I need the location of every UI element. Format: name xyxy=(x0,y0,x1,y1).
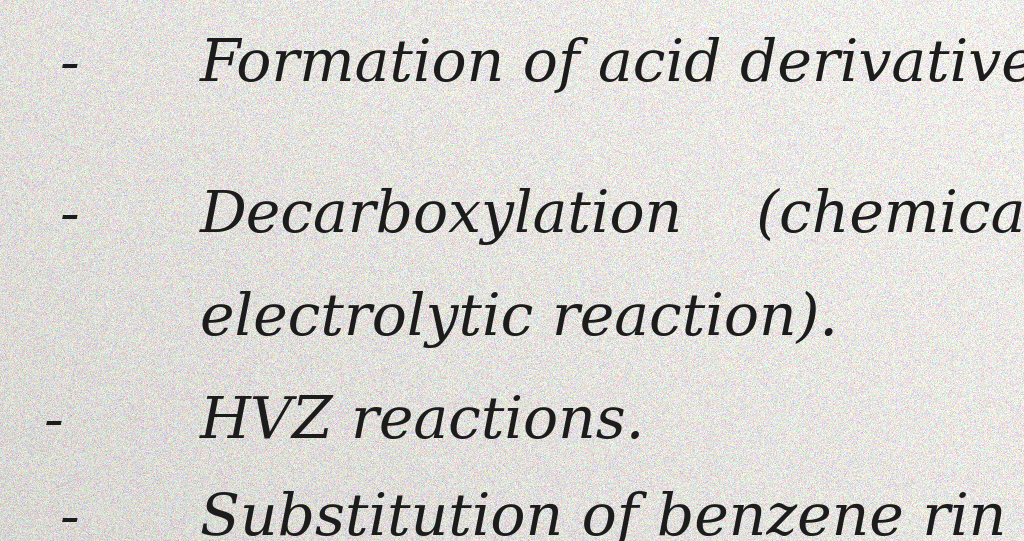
Text: HVZ reactions.: HVZ reactions. xyxy=(200,394,645,450)
Text: Substitution of benzene rin: Substitution of benzene rin xyxy=(200,491,1006,541)
Text: -: - xyxy=(43,394,63,450)
Text: -: - xyxy=(59,491,80,541)
Text: -: - xyxy=(59,37,80,93)
Text: Formation of acid derivative: Formation of acid derivative xyxy=(200,37,1024,93)
Text: -: - xyxy=(59,188,80,245)
Text: electrolytic reaction).: electrolytic reaction). xyxy=(200,291,838,348)
Text: Decarboxylation    (chemica: Decarboxylation (chemica xyxy=(200,188,1024,245)
